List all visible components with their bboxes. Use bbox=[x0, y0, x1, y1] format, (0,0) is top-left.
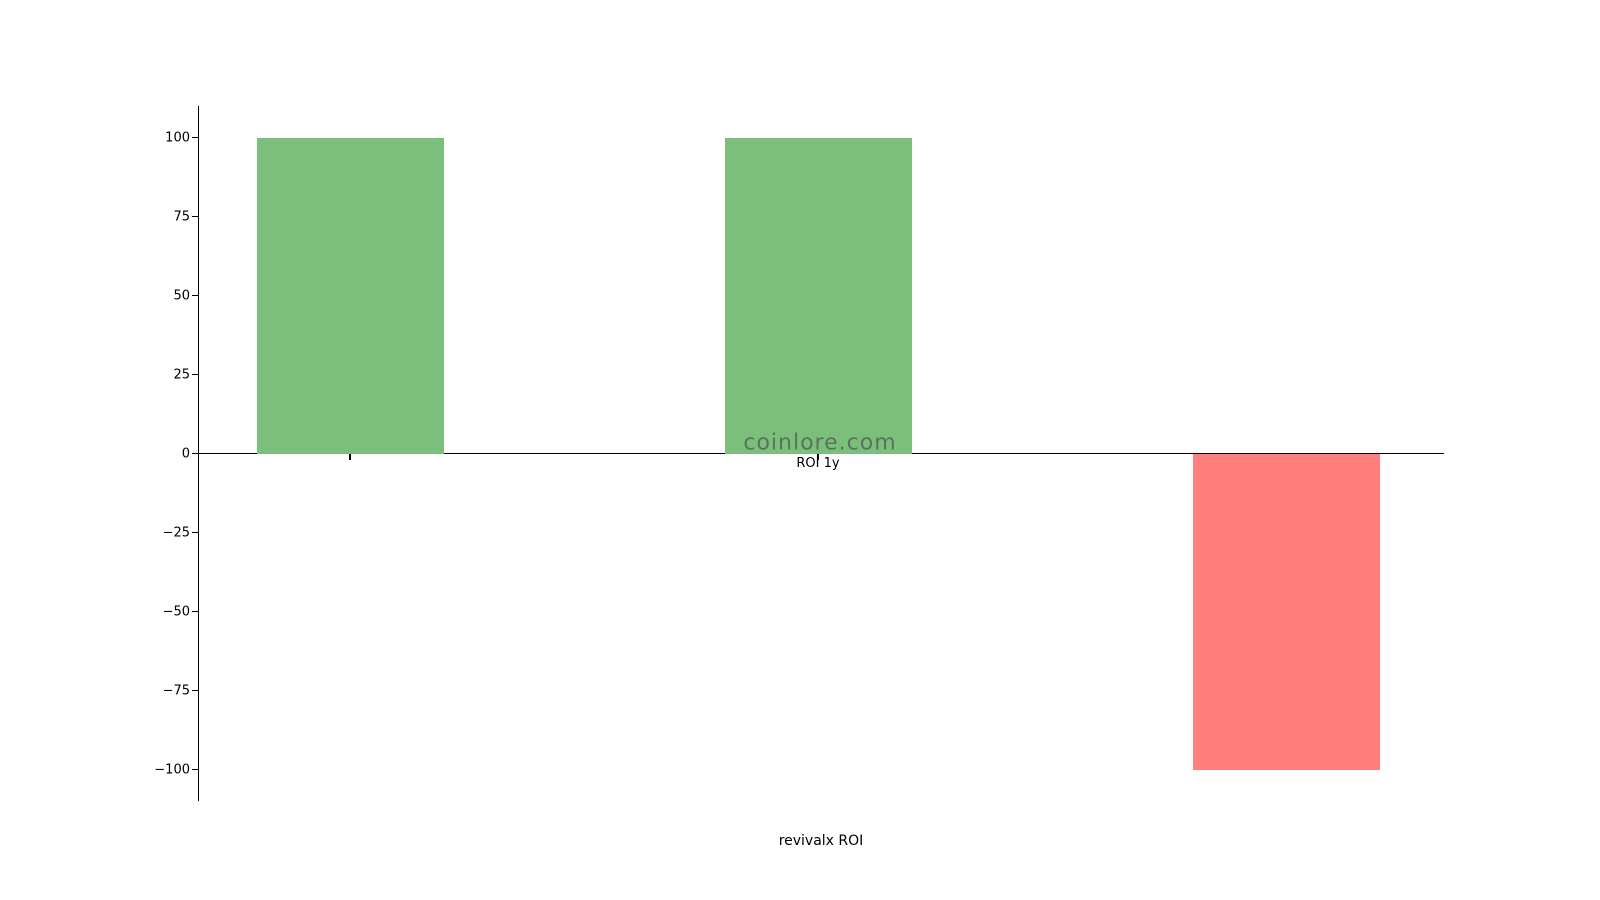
y-tick-mark bbox=[192, 452, 198, 455]
y-tick-label: −25 bbox=[162, 525, 190, 540]
x-tick-mark bbox=[349, 453, 351, 460]
y-tick-mark bbox=[192, 215, 198, 218]
y-tick-mark bbox=[192, 610, 198, 613]
y-tick-label: −75 bbox=[162, 683, 190, 698]
y-tick-mark bbox=[192, 768, 198, 771]
bar-3 bbox=[1192, 453, 1380, 770]
watermark: coinlore.com bbox=[743, 430, 897, 456]
x-tick-mark bbox=[817, 453, 819, 460]
y-tick-label: −50 bbox=[162, 604, 190, 619]
y-tick-label: 25 bbox=[173, 367, 190, 382]
y-tick-mark bbox=[192, 689, 198, 692]
y-tick-label: 0 bbox=[181, 446, 190, 461]
y-tick-label: 50 bbox=[173, 288, 190, 303]
y-tick-mark bbox=[192, 531, 198, 534]
x-axis-title: revivalx ROI bbox=[778, 833, 864, 849]
y-tick-label: 100 bbox=[165, 130, 190, 145]
y-tick-mark bbox=[192, 136, 198, 139]
y-tick-label: −100 bbox=[154, 762, 190, 777]
y-tick-mark bbox=[192, 373, 198, 376]
x-tick-label: ROI 1y bbox=[796, 456, 840, 471]
bar-1 bbox=[256, 137, 444, 454]
y-tick-label: 75 bbox=[173, 209, 190, 224]
bar-2 bbox=[724, 137, 912, 454]
y-tick-mark bbox=[192, 294, 198, 297]
